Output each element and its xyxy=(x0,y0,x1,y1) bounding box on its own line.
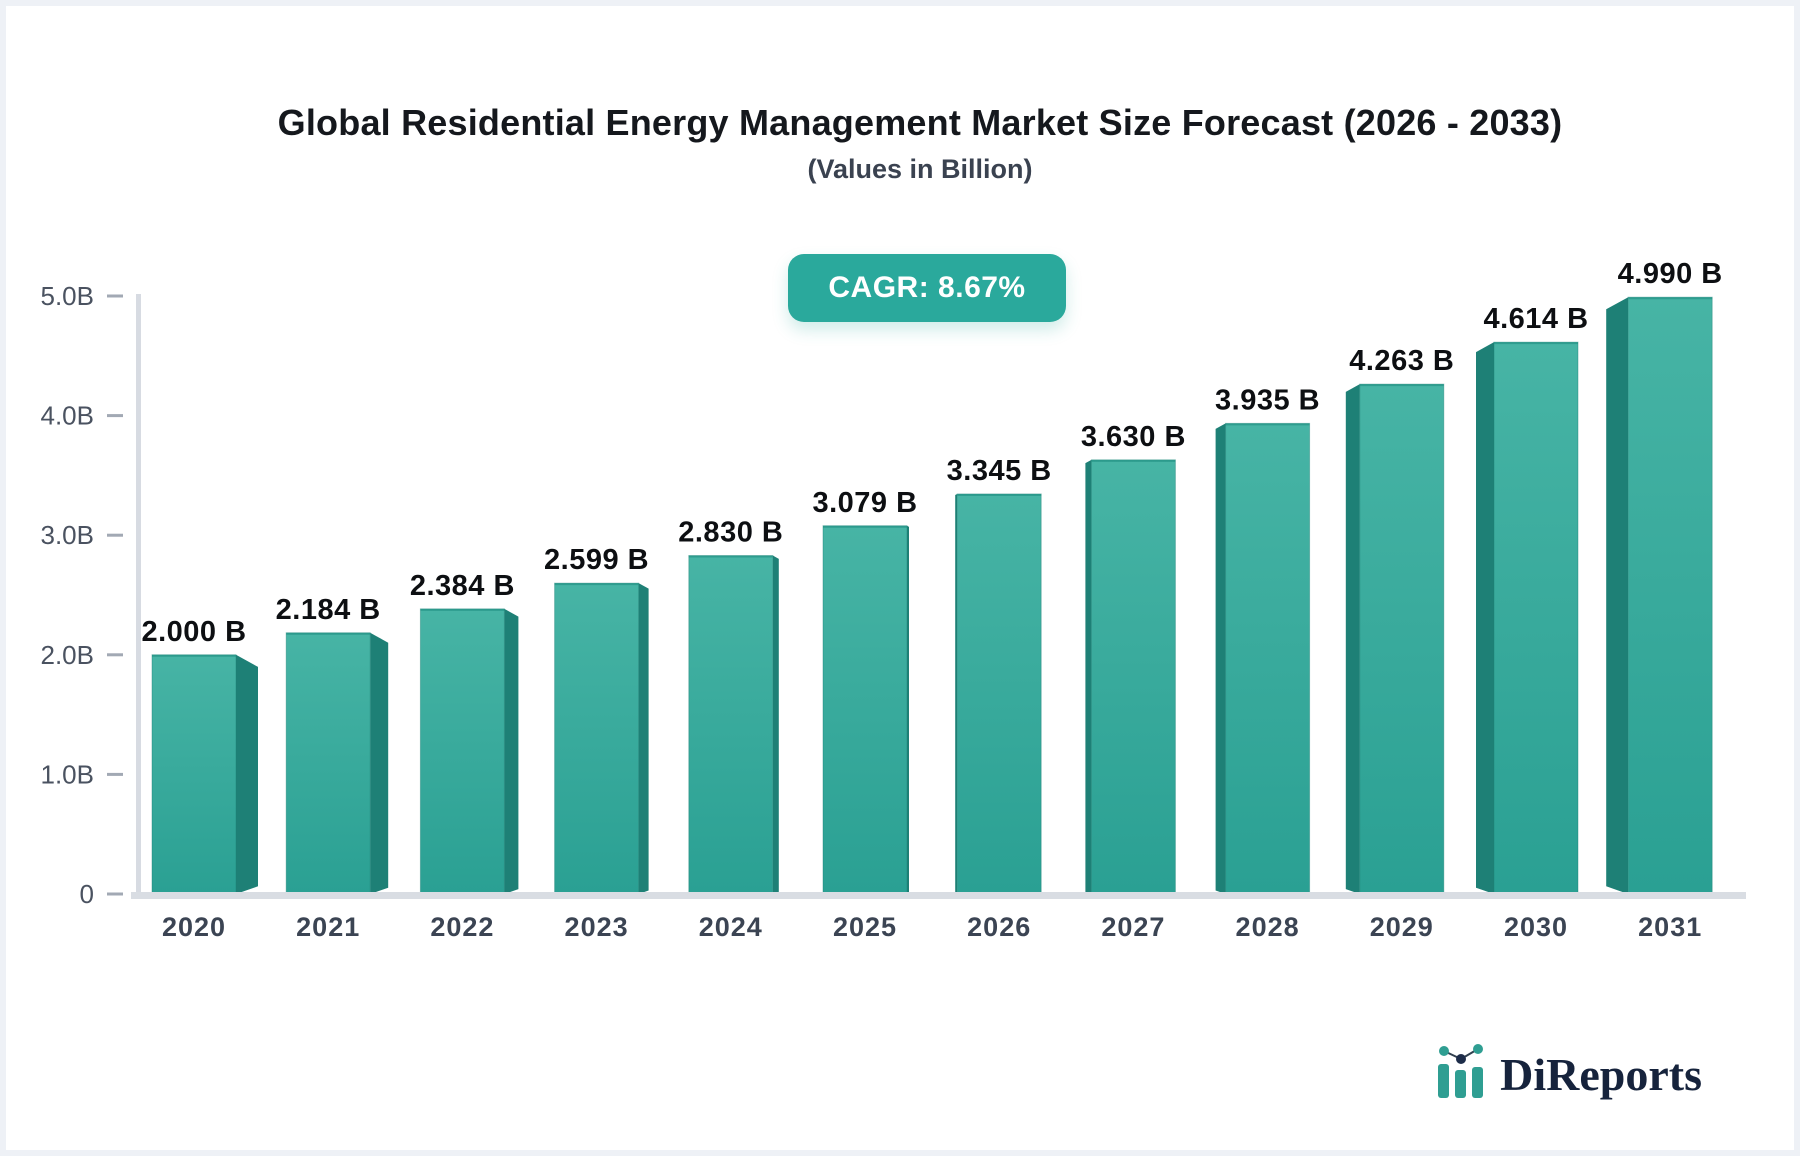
bar-side xyxy=(1085,459,1092,894)
y-axis-tick xyxy=(107,533,123,537)
x-axis-label: 2024 xyxy=(699,912,763,942)
x-axis-label: 2031 xyxy=(1638,912,1702,942)
bar-front xyxy=(1090,459,1176,895)
bar-value-label: 2.830 B xyxy=(678,517,783,549)
bar-value-label: 2.184 B xyxy=(276,594,381,626)
y-axis-tick-label: 2.0B xyxy=(41,640,95,670)
bar-value-label: 2.384 B xyxy=(410,570,515,602)
x-axis-label: 2023 xyxy=(565,912,629,942)
y-axis-tick-label: 5.0B xyxy=(41,281,95,311)
bar-side xyxy=(907,525,909,894)
bar-front xyxy=(151,654,237,895)
bar-value-label: 4.263 B xyxy=(1349,345,1454,377)
y-axis-tick xyxy=(107,772,123,776)
mini-bar-chart-icon xyxy=(1438,1044,1484,1098)
bar-front xyxy=(419,608,505,895)
y-axis-tick xyxy=(107,892,123,896)
x-axis-label: 2027 xyxy=(1101,912,1165,942)
x-axis-label: 2020 xyxy=(162,912,226,942)
bar-front xyxy=(285,632,371,895)
y-axis-line xyxy=(136,294,141,899)
x-axis-label: 2030 xyxy=(1504,912,1568,942)
bar-front xyxy=(688,555,774,895)
bar-front xyxy=(554,582,640,895)
bar-front xyxy=(956,493,1042,895)
bar-value-label: 3.345 B xyxy=(947,455,1052,487)
bar-side xyxy=(638,583,649,894)
bar-value-label: 3.630 B xyxy=(1081,421,1186,453)
bar-value-label: 2.599 B xyxy=(544,544,649,576)
chart-card: 0 1.0B 2.0B 3.0B 4.0B 5.0B 2.000 B 2.184 B 2.384… xyxy=(6,6,1794,1150)
bar-front xyxy=(1359,383,1445,895)
y-axis-tick xyxy=(107,653,123,657)
bar-front xyxy=(822,525,908,895)
y-axis-tick-label: 0 xyxy=(80,879,94,909)
chart-title: Global Residential Energy Management Mar… xyxy=(277,102,1563,143)
bar-front xyxy=(1627,296,1713,895)
x-axis-label: 2026 xyxy=(967,912,1031,942)
y-axis-tick-label: 1.0B xyxy=(41,759,95,789)
cagr-badge: CAGR: 8.67% xyxy=(788,254,1066,322)
bar-front xyxy=(1225,422,1311,895)
bar-side xyxy=(236,654,258,894)
bar-side xyxy=(1606,297,1629,894)
y-axis-tick-label: 4.0B xyxy=(41,401,95,431)
x-axis-baseline xyxy=(131,892,1746,899)
bar-value-label: 3.079 B xyxy=(812,487,917,519)
x-axis-label: 2025 xyxy=(833,912,897,942)
bar-value-label: 3.935 B xyxy=(1215,384,1320,416)
bar-side xyxy=(955,493,958,894)
x-axis-label: 2022 xyxy=(430,912,494,942)
bar-side xyxy=(1476,342,1494,894)
bar-side xyxy=(370,632,389,894)
bar-side xyxy=(1215,423,1226,894)
bar-value-label: 4.614 B xyxy=(1483,303,1588,335)
x-axis-label: 2029 xyxy=(1370,912,1434,942)
chart-subtitle: (Values in Billion) xyxy=(807,154,1033,184)
logo-text: DiReports xyxy=(1500,1049,1702,1100)
bar-value-label: 4.990 B xyxy=(1618,258,1723,290)
bar-side xyxy=(772,555,779,894)
direports-logo: DiReports xyxy=(1436,1038,1702,1100)
bar-front xyxy=(1493,341,1579,895)
bar-side xyxy=(504,608,519,894)
y-axis-tick xyxy=(107,414,123,418)
bar-side xyxy=(1345,384,1360,894)
x-axis-label: 2021 xyxy=(296,912,360,942)
bar-value-label: 2.000 B xyxy=(141,616,246,648)
x-axis-label: 2028 xyxy=(1236,912,1300,942)
y-axis-tick xyxy=(107,294,123,298)
cagr-badge-label: CAGR: 8.67% xyxy=(828,271,1026,304)
bar-chart: 0 1.0B 2.0B 3.0B 4.0B 5.0B 2.000 B 2.184 B 2.384… xyxy=(41,258,1746,942)
y-axis-tick-label: 3.0B xyxy=(41,520,95,550)
